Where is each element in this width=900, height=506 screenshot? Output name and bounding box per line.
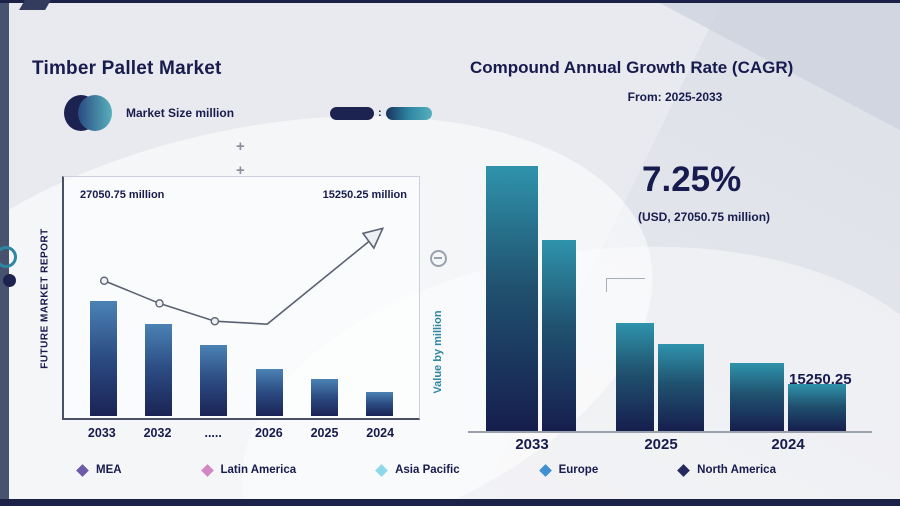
- cagr-bar: [658, 344, 704, 432]
- left-chart-title: Timber Pallet Market: [32, 58, 222, 79]
- left-bars: [76, 291, 407, 416]
- bar-column: [76, 291, 131, 416]
- bar-2032: [145, 324, 173, 416]
- right-x-label: 2024: [771, 436, 805, 453]
- bottom-legend: MEA Latin America Asia Pacific Europe North …: [76, 463, 776, 477]
- left-chart-panel: 27050.75 million 15250.25 million: [62, 176, 420, 420]
- bar-column: [352, 291, 407, 416]
- bar-column: [186, 291, 241, 416]
- x-label: 2024: [366, 426, 395, 440]
- cagr-bar: [616, 323, 654, 432]
- frame-edge-top: [0, 0, 900, 3]
- bar-2033: [90, 301, 118, 416]
- bar-column: [297, 291, 352, 416]
- right-bar-group: [730, 166, 846, 432]
- plus-decoration: +: [236, 162, 245, 179]
- frame-edge-bottom: [0, 499, 900, 506]
- circle-decoration: [3, 274, 16, 287]
- legend-label: Asia Pacific: [395, 464, 460, 476]
- x-label: 2025: [310, 426, 339, 440]
- x-label: 2033: [87, 426, 116, 440]
- bar-2024: [365, 392, 393, 416]
- x-label: 2026: [254, 426, 283, 440]
- x-label: 2032: [143, 426, 172, 440]
- right-baseline: [468, 431, 872, 433]
- corner-notch-decoration: [19, 0, 51, 10]
- legend-item: MEA: [76, 463, 122, 477]
- right-chart-title: Compound Annual Growth Rate (CAGR): [470, 58, 794, 77]
- plus-decoration: +: [236, 138, 245, 155]
- right-x-label: 2025: [644, 436, 678, 453]
- legend-pill-teal: [385, 106, 432, 120]
- bar-column: [131, 291, 186, 416]
- legend-label: MEA: [96, 464, 122, 476]
- legend-pill-navy: [330, 106, 375, 120]
- legend-pill-separator: :: [378, 107, 382, 119]
- legend-diamond-icon: [538, 463, 552, 477]
- legend-item: North America: [677, 463, 776, 477]
- market-size-icon: [64, 95, 112, 131]
- cagr-note: (USD, 27050.75 million): [638, 210, 771, 224]
- market-size-label: Market Size million: [126, 106, 235, 120]
- legend-diamond-icon: [76, 463, 89, 477]
- cagr-bar: [486, 166, 538, 432]
- bar-2026: [255, 369, 283, 416]
- right-chart-subtitle: From: 2025-2033: [627, 90, 723, 104]
- legend-item: Latin America: [200, 463, 297, 477]
- cagr-bar: [542, 240, 576, 432]
- legend-label: North America: [697, 464, 776, 476]
- cagr-bar: [730, 363, 784, 432]
- legend-diamond-icon: [200, 463, 214, 477]
- bar-column: [242, 291, 297, 416]
- x-label: .....: [204, 426, 222, 440]
- legend-item: Europe: [538, 463, 599, 477]
- circle-decoration: [0, 246, 17, 268]
- right-bar-group: [616, 166, 704, 432]
- top-left-value: 27050.75 million: [80, 189, 165, 201]
- value-by-million-label: Value by million: [432, 310, 444, 394]
- left-xlabels: 2033 2032..... 2026 2025 2024: [74, 426, 408, 440]
- legend-item: Asia Pacific: [375, 463, 460, 477]
- left-y-axis-label: FUTURE MARKET REPORT: [39, 228, 51, 369]
- right-bar-group: [486, 166, 576, 432]
- bar-2025: [310, 379, 338, 416]
- legend-diamond-icon: [375, 463, 388, 477]
- legend-label: Latin America: [220, 464, 297, 476]
- bar-.....: [200, 345, 228, 416]
- legend-diamond-icon: [677, 463, 691, 477]
- decorative-bracket: [606, 278, 645, 292]
- cagr-value: 7.25%: [642, 160, 742, 199]
- cagr-bar: [788, 384, 846, 432]
- right-x-label: 2033: [515, 436, 549, 453]
- minus-circle-icon: [430, 250, 447, 267]
- market-size-legend: Market Size million :: [62, 94, 432, 132]
- legend-label: Europe: [558, 464, 599, 476]
- top-right-value: 15250.25 million: [322, 189, 407, 201]
- bar-value-label: 15250.25: [789, 371, 852, 388]
